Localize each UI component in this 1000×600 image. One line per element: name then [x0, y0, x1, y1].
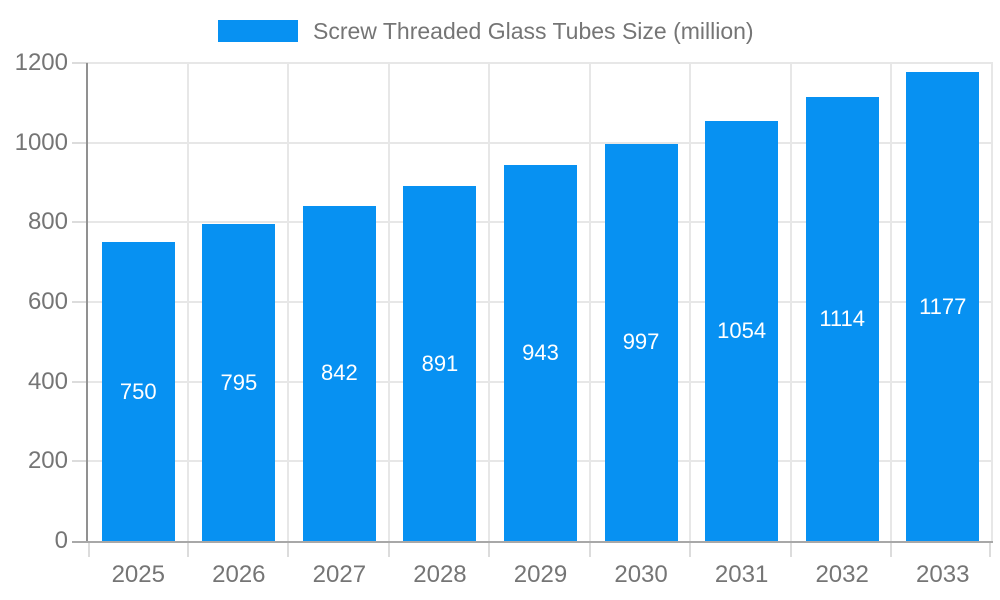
- bar-2025: [101, 242, 175, 541]
- bar-value-label-2029: 943: [522, 340, 559, 366]
- bar-2032: [805, 97, 879, 541]
- bar-2031: [705, 121, 779, 541]
- v-gridline-1: [186, 63, 189, 541]
- bar-value-label-2026: 795: [220, 369, 258, 395]
- x-tick-label-2030: 2030: [614, 561, 668, 588]
- x-tick-label-2031: 2031: [714, 561, 769, 588]
- h-gridline-1000: [88, 141, 993, 144]
- plot-area: 750 795 842 891 943 997 1054 1114 1177 0 200 400 60…: [15, 49, 993, 588]
- bar-value-label-2033: 1177: [919, 293, 967, 319]
- y-tick-label-1200: 1200: [14, 49, 68, 76]
- v-gridline-6: [689, 63, 692, 541]
- bar-value-label-2025: 750: [119, 378, 157, 404]
- y-tick-mark-1200: [72, 62, 88, 64]
- legend-label: Screw Threaded Glass Tubes Size (million…: [313, 18, 754, 44]
- y-tick-mark-600: [72, 301, 88, 303]
- y-tick-mark-800: [72, 221, 88, 224]
- x-tick-mark-7: [789, 541, 792, 557]
- y-axis-line: [86, 63, 88, 541]
- y-tick-mark-400: [72, 380, 88, 383]
- v-gridline-3: [387, 63, 390, 541]
- bar-2030: [604, 143, 678, 541]
- x-tick-mark-3: [387, 541, 390, 557]
- x-tick-mark-8: [890, 541, 893, 557]
- x-tick-label-2032: 2032: [815, 561, 869, 588]
- x-tick-label-2033: 2033: [916, 561, 970, 588]
- x-tick-label-2025: 2025: [111, 561, 165, 588]
- chart-legend-item[interactable]: Screw Threaded Glass Tubes Size (million…: [218, 18, 754, 44]
- y-tick-label-0: 0: [54, 527, 68, 554]
- bar-value-label-2032: 1114: [819, 306, 865, 332]
- legend-swatch: [218, 20, 298, 42]
- y-tick-label-800: 800: [27, 208, 68, 236]
- x-tick-mark-0: [88, 541, 90, 557]
- bar-2027: [302, 205, 376, 541]
- y-tick-label-200: 200: [27, 447, 68, 475]
- x-tick-mark-6: [689, 541, 692, 557]
- x-tick-label-2027: 2027: [312, 561, 367, 588]
- bar-2033: [906, 72, 980, 541]
- x-axis-line: [72, 541, 993, 543]
- x-tick-mark-5: [588, 541, 591, 557]
- v-gridline-2: [287, 63, 290, 541]
- bar-value-label-2027: 842: [321, 360, 358, 386]
- x-tick-label-2029: 2029: [513, 561, 568, 588]
- bar-2026: [202, 224, 276, 541]
- v-gridline-7: [789, 63, 792, 541]
- bar-value-label-2031: 1054: [717, 318, 767, 344]
- y-tick-label-400: 400: [27, 367, 68, 395]
- x-tick-label-2028: 2028: [413, 561, 467, 588]
- bar-value-label-2028: 891: [421, 350, 459, 376]
- bar-value-label-2030: 997: [622, 329, 660, 355]
- y-tick-label-600: 600: [27, 288, 68, 315]
- y-tick-mark-1000: [72, 141, 88, 144]
- x-tick-label-2026: 2026: [212, 561, 266, 588]
- y-tick-mark-200: [72, 460, 88, 463]
- v-gridline-8: [890, 63, 893, 541]
- x-tick-mark-4: [488, 541, 491, 557]
- x-tick-mark-9: [989, 541, 991, 557]
- h-gridline-1200: [88, 62, 993, 64]
- bar-2028: [403, 186, 477, 541]
- x-tick-mark-2: [287, 541, 290, 557]
- v-gridline-9: [991, 63, 993, 541]
- v-gridline-5: [588, 63, 591, 541]
- v-gridline-4: [488, 63, 491, 541]
- bar-2029: [504, 165, 577, 541]
- x-tick-mark-1: [186, 541, 189, 557]
- y-tick-label-1000: 1000: [14, 128, 68, 156]
